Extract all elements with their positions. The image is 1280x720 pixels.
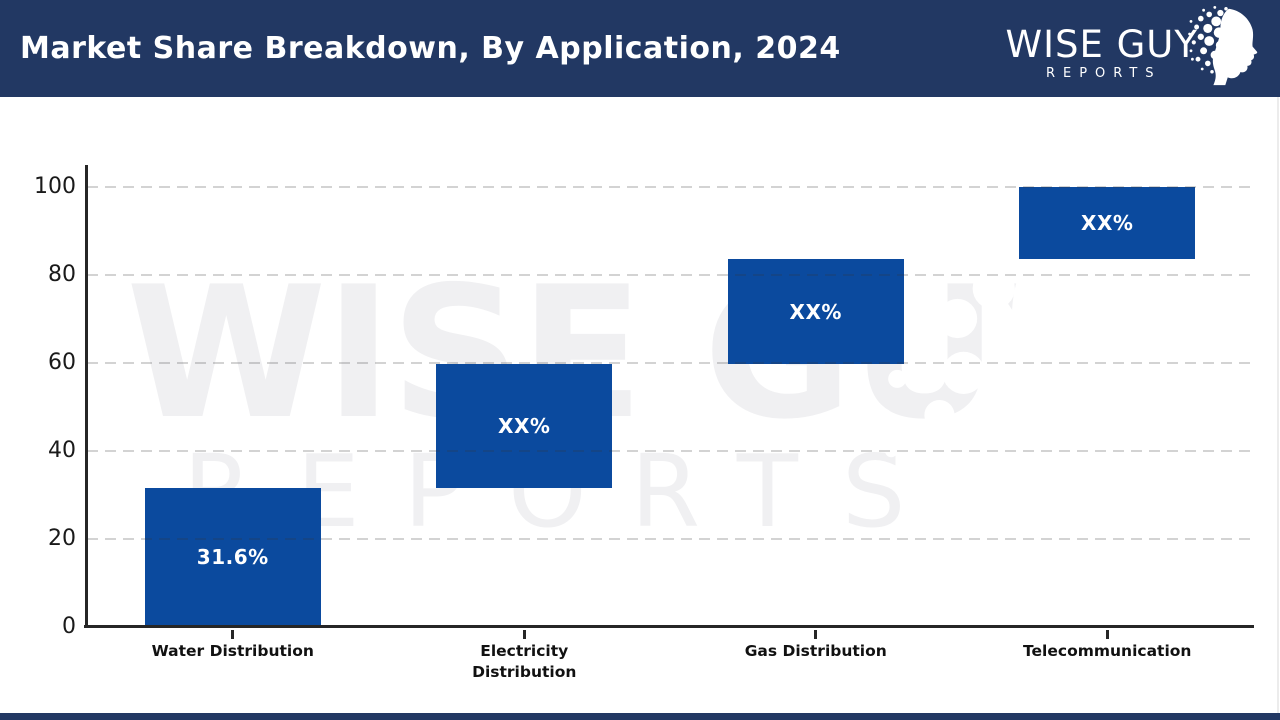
x-category-text: Gas Distribution [744, 642, 887, 660]
bar-segment: XX% [436, 363, 613, 488]
y-tick-label: 0 [62, 614, 76, 639]
y-axis-line [85, 165, 88, 628]
y-tick-label: 20 [48, 526, 76, 551]
y-tick-label: 40 [48, 438, 76, 463]
bar-segment: XX% [1019, 187, 1196, 260]
bar-value-label: XX% [789, 299, 842, 324]
brand-logo: WISE GUY REPORTS [1006, 4, 1268, 92]
x-category-label: Electricity Distribution [414, 641, 634, 684]
x-tick-mark [1105, 630, 1109, 639]
bar-value-label: XX% [498, 413, 551, 438]
y-tick-label: 60 [48, 350, 76, 375]
y-tick-label: 80 [48, 262, 76, 287]
chart-plot-area: 0 20 40 60 80 100 31.6% Water Distribution XX% El… [0, 97, 1280, 713]
x-category-label: Telecommunication [997, 641, 1217, 662]
x-category-text: Water Distribution [151, 642, 314, 660]
bar-segment: XX% [727, 259, 904, 364]
bar-segment: 31.6% [144, 487, 321, 627]
logo-subtitle: REPORTS [1045, 65, 1162, 81]
footer-bar [0, 713, 1280, 720]
x-category-text: Telecommunication [1023, 642, 1192, 660]
y-tick-label: 100 [34, 174, 76, 199]
page-title: Market Share Breakdown, By Application, … [20, 31, 841, 66]
logo-text: WISE GUY REPORTS [1006, 26, 1198, 81]
x-category-label: Water Distribution [123, 641, 343, 662]
x-category-label: Gas Distribution [706, 641, 926, 662]
header-bar: Market Share Breakdown, By Application, … [0, 0, 1280, 97]
logo-wordmark: WISE GUY [1005, 22, 1198, 66]
x-category-text: Electricity Distribution [472, 642, 577, 682]
right-edge-divider [1277, 97, 1279, 713]
x-tick-mark [231, 630, 235, 639]
x-tick-mark [522, 630, 526, 639]
x-tick-mark [814, 630, 818, 639]
bar-value-label: XX% [1081, 211, 1134, 236]
logo-face-icon [1188, 6, 1258, 86]
bar-value-label: 31.6% [196, 545, 269, 570]
x-axis-line [84, 625, 1254, 628]
